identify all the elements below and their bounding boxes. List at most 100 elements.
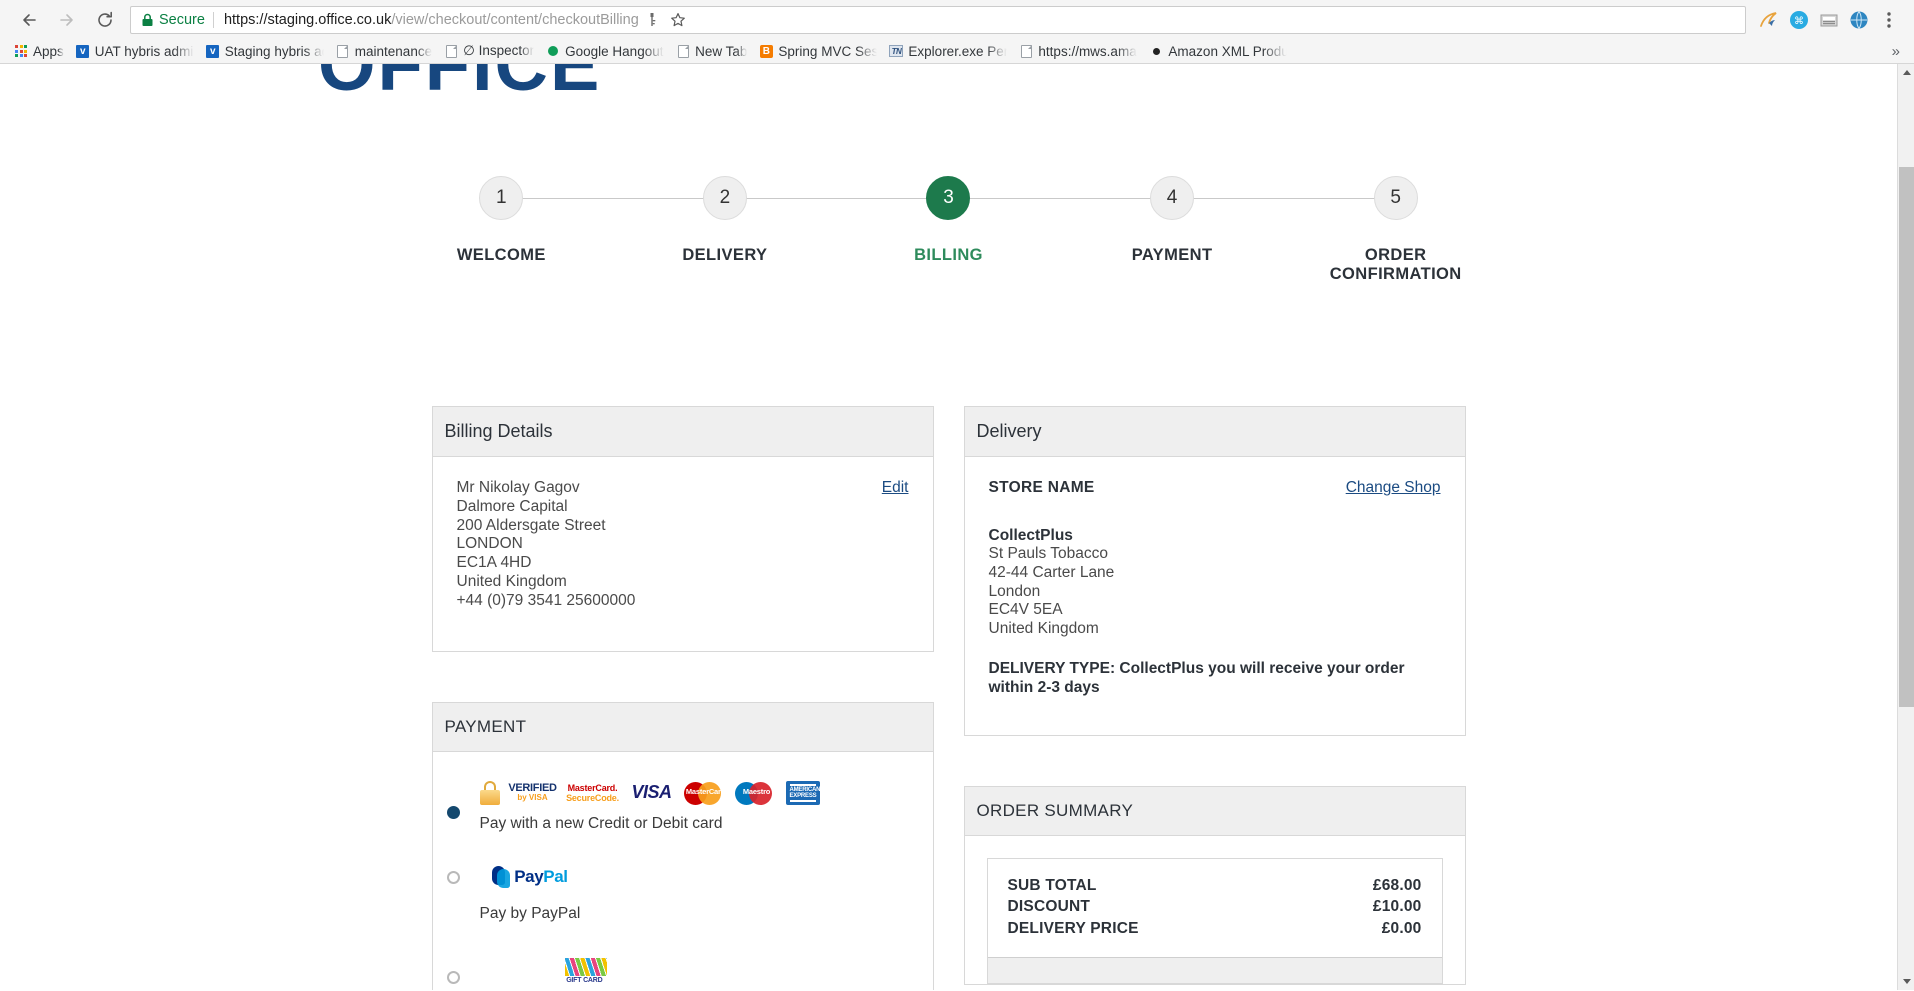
svg-text:⌘: ⌘ (1794, 16, 1804, 27)
scroll-down-arrow-icon[interactable] (1898, 973, 1914, 990)
globe-icon[interactable] (1844, 5, 1874, 35)
summary-row-discount: DISCOUNT £10.00 (1008, 896, 1422, 918)
bookmark-label: Amazon XML Product (1168, 43, 1288, 59)
order-summary-rows: SUB TOTAL £68.00 DISCOUNT £10.00 DELIVER… (988, 859, 1442, 958)
blogger-icon: B (759, 44, 773, 58)
card-logos: VERIFIED by VISA MasterCard. SecureCode. V… (479, 780, 820, 806)
checkout-step-delivery[interactable]: 2 DELIVERY (613, 176, 837, 284)
summary-label: DELIVERY PRICE (1007, 919, 1139, 937)
credit-card-option-content: VERIFIED by VISA MasterCard. SecureCode. V… (479, 780, 820, 833)
address-line: +44 (0)79 3541 25600000 (456, 591, 636, 609)
step-connector (500, 198, 725, 199)
bookmark-mws-amazon[interactable]: https://mws.amazons (1013, 42, 1143, 61)
dot-icon (1149, 44, 1163, 58)
bookmark-label: ∅ Inspector (463, 43, 535, 58)
delivery-panel: Delivery STORE NAME Change Shop CollectP… (963, 406, 1466, 736)
step-label: ORDER CONFIRMATION (1329, 246, 1462, 283)
bookmark-maintenance[interactable]: maintenance (330, 42, 438, 61)
url-text: https://staging.office.co.uk/view/checko… (224, 12, 639, 28)
step-label: WELCOME (456, 246, 546, 264)
bookmark-new-tab[interactable]: New Tab (670, 42, 753, 61)
bookmark-staging-hybris[interactable]: v Staging hybris admin (200, 42, 330, 61)
bookmark-amazon-xml-product[interactable]: Amazon XML Product (1143, 42, 1293, 61)
bookmark-label: Staging hybris admin (224, 43, 324, 59)
site-logo[interactable]: OFFICE (318, 64, 602, 106)
page-icon (444, 44, 458, 58)
step-connector (948, 198, 1173, 199)
bookmarks-overflow-button[interactable]: » (1891, 42, 1900, 60)
radio-credit-debit-card[interactable] (446, 805, 460, 819)
reload-icon[interactable] (86, 1, 124, 39)
page-icon (336, 44, 350, 58)
page-content: OFFICE 1 WELCOME 2 DELIVERY 3 BILLING (0, 64, 1897, 990)
order-summary-panel: ORDER SUMMARY SUB TOTAL £68.00 DISCOUNT (963, 785, 1466, 986)
bookmark-label: Google Hangouts (565, 43, 665, 59)
bookmark-spring-mvc-session[interactable]: B Spring MVC Session A (753, 42, 883, 61)
checkout-step-order-confirmation[interactable]: 5 ORDER CONFIRMATION (1284, 176, 1508, 284)
step-number: 1 (479, 176, 524, 220)
scrollbar-thumb[interactable] (1899, 167, 1914, 707)
amex-logo: AMERICAN EXPRESS (785, 780, 820, 805)
address-line: Mr Nikolay Gagov (456, 479, 580, 496)
forward-arrow-icon (48, 1, 86, 39)
address-line: United Kingdom (988, 620, 1099, 638)
store-name: CollectPlus (988, 527, 1073, 544)
scroll-up-arrow-icon[interactable] (1898, 64, 1914, 81)
keyboard-icon[interactable] (1814, 5, 1844, 35)
apps-grid-icon (14, 44, 28, 58)
url-host: https://staging.office.co.uk (223, 11, 392, 28)
checkout-step-billing[interactable]: 3 BILLING (837, 176, 1061, 284)
page-scrollbar[interactable] (1897, 64, 1914, 990)
extension-curve-icon[interactable] (1754, 5, 1784, 35)
payment-options-body: VERIFIED by VISA MasterCard. SecureCode. V… (433, 752, 933, 990)
bookmark-label: UAT hybris administra (94, 43, 194, 59)
step-connector (1172, 198, 1397, 199)
star-icon[interactable] (665, 12, 691, 28)
radio-gift-card[interactable] (446, 970, 460, 984)
radio-paypal[interactable] (446, 870, 460, 884)
change-shop-link[interactable]: Change Shop (1345, 479, 1441, 496)
bookmark-google-hangouts[interactable]: Google Hangouts (540, 42, 670, 61)
hangouts-icon (546, 44, 560, 58)
menu-dots-icon[interactable] (1874, 5, 1904, 35)
bookmarks-bar: Apps v UAT hybris administra v Staging h… (0, 39, 1914, 64)
gift-card-logo: GIFT CARD (563, 956, 610, 985)
back-arrow-icon[interactable] (10, 1, 48, 39)
step-label: DELIVERY (682, 246, 768, 264)
checkout-step-welcome[interactable]: 1 WELCOME (390, 176, 614, 284)
command-icon[interactable]: ⌘ (1784, 5, 1814, 35)
address-bar[interactable]: Secure https://staging.office.co.uk/view… (130, 5, 1746, 34)
payment-option-credit-debit-card[interactable]: VERIFIED by VISA MasterCard. SecureCode. V… (446, 780, 909, 833)
secure-label: Secure (159, 11, 205, 28)
lock-icon (141, 13, 155, 27)
bookmark-label: https://mws.amazons (1038, 43, 1137, 59)
bookmark-apps[interactable]: Apps (8, 42, 70, 61)
summary-value: £68.00 (1372, 876, 1422, 894)
delivery-panel-body: STORE NAME Change Shop CollectPlus St Pa… (965, 457, 1465, 735)
address-line: London (988, 582, 1041, 600)
payment-option-gift-card[interactable]: GIFT CARD Pay using your Office Gift Car… (446, 956, 909, 990)
address-line: 42-44 Carter Lane (988, 563, 1115, 581)
paypal-option-content: PayPal Pay by PayPal (480, 865, 580, 923)
left-column: Billing Details Mr Nikolay Gagov Dalmore… (431, 406, 934, 990)
billing-details-panel: Billing Details Mr Nikolay Gagov Dalmore… (431, 406, 934, 652)
checkout-step-payment[interactable]: 4 PAYMENT (1060, 176, 1284, 284)
address-line: Dalmore Capital (456, 497, 568, 515)
hybris-icon: v (206, 44, 220, 58)
bookmark-inspector[interactable]: ∅ Inspector (438, 41, 540, 61)
key-icon[interactable] (639, 12, 665, 28)
summary-row-delivery-price: DELIVERY PRICE £0.00 (1008, 918, 1422, 940)
address-line: LONDON (456, 535, 523, 553)
bookmark-uat-hybris[interactable]: v UAT hybris administra (70, 42, 200, 61)
bookmark-label: Explorer.exe Permane (908, 43, 1008, 59)
payment-option-paypal[interactable]: PayPal Pay by PayPal (446, 865, 909, 923)
edit-billing-link[interactable]: Edit (881, 479, 909, 496)
summary-value: £10.00 (1372, 898, 1422, 916)
paypal-logo: PayPal (492, 865, 568, 889)
page-icon (676, 44, 690, 58)
bookmark-explorer-exe[interactable]: TN Explorer.exe Permane (883, 42, 1013, 61)
mastercard-logo: MasterCard (683, 780, 728, 806)
address-line: EC4V 5EA (988, 601, 1063, 619)
step-number: 3 (926, 176, 971, 220)
tn-icon: TN (889, 44, 904, 58)
